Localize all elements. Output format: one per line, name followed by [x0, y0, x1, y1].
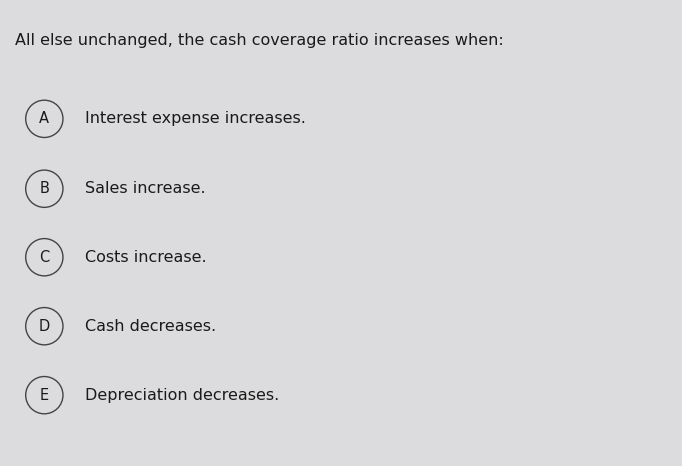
Text: E: E [40, 388, 49, 403]
Ellipse shape [26, 170, 63, 207]
Text: Costs increase.: Costs increase. [85, 250, 207, 265]
Text: Interest expense increases.: Interest expense increases. [85, 111, 306, 126]
Ellipse shape [26, 377, 63, 414]
Ellipse shape [26, 100, 63, 137]
Text: All else unchanged, the cash coverage ratio increases when:: All else unchanged, the cash coverage ra… [15, 33, 504, 48]
Ellipse shape [26, 239, 63, 276]
Text: Cash decreases.: Cash decreases. [85, 319, 216, 334]
Text: C: C [39, 250, 50, 265]
Text: Depreciation decreases.: Depreciation decreases. [85, 388, 280, 403]
Ellipse shape [26, 308, 63, 345]
Text: Sales increase.: Sales increase. [85, 181, 206, 196]
Text: D: D [39, 319, 50, 334]
Text: A: A [40, 111, 49, 126]
Text: B: B [40, 181, 49, 196]
